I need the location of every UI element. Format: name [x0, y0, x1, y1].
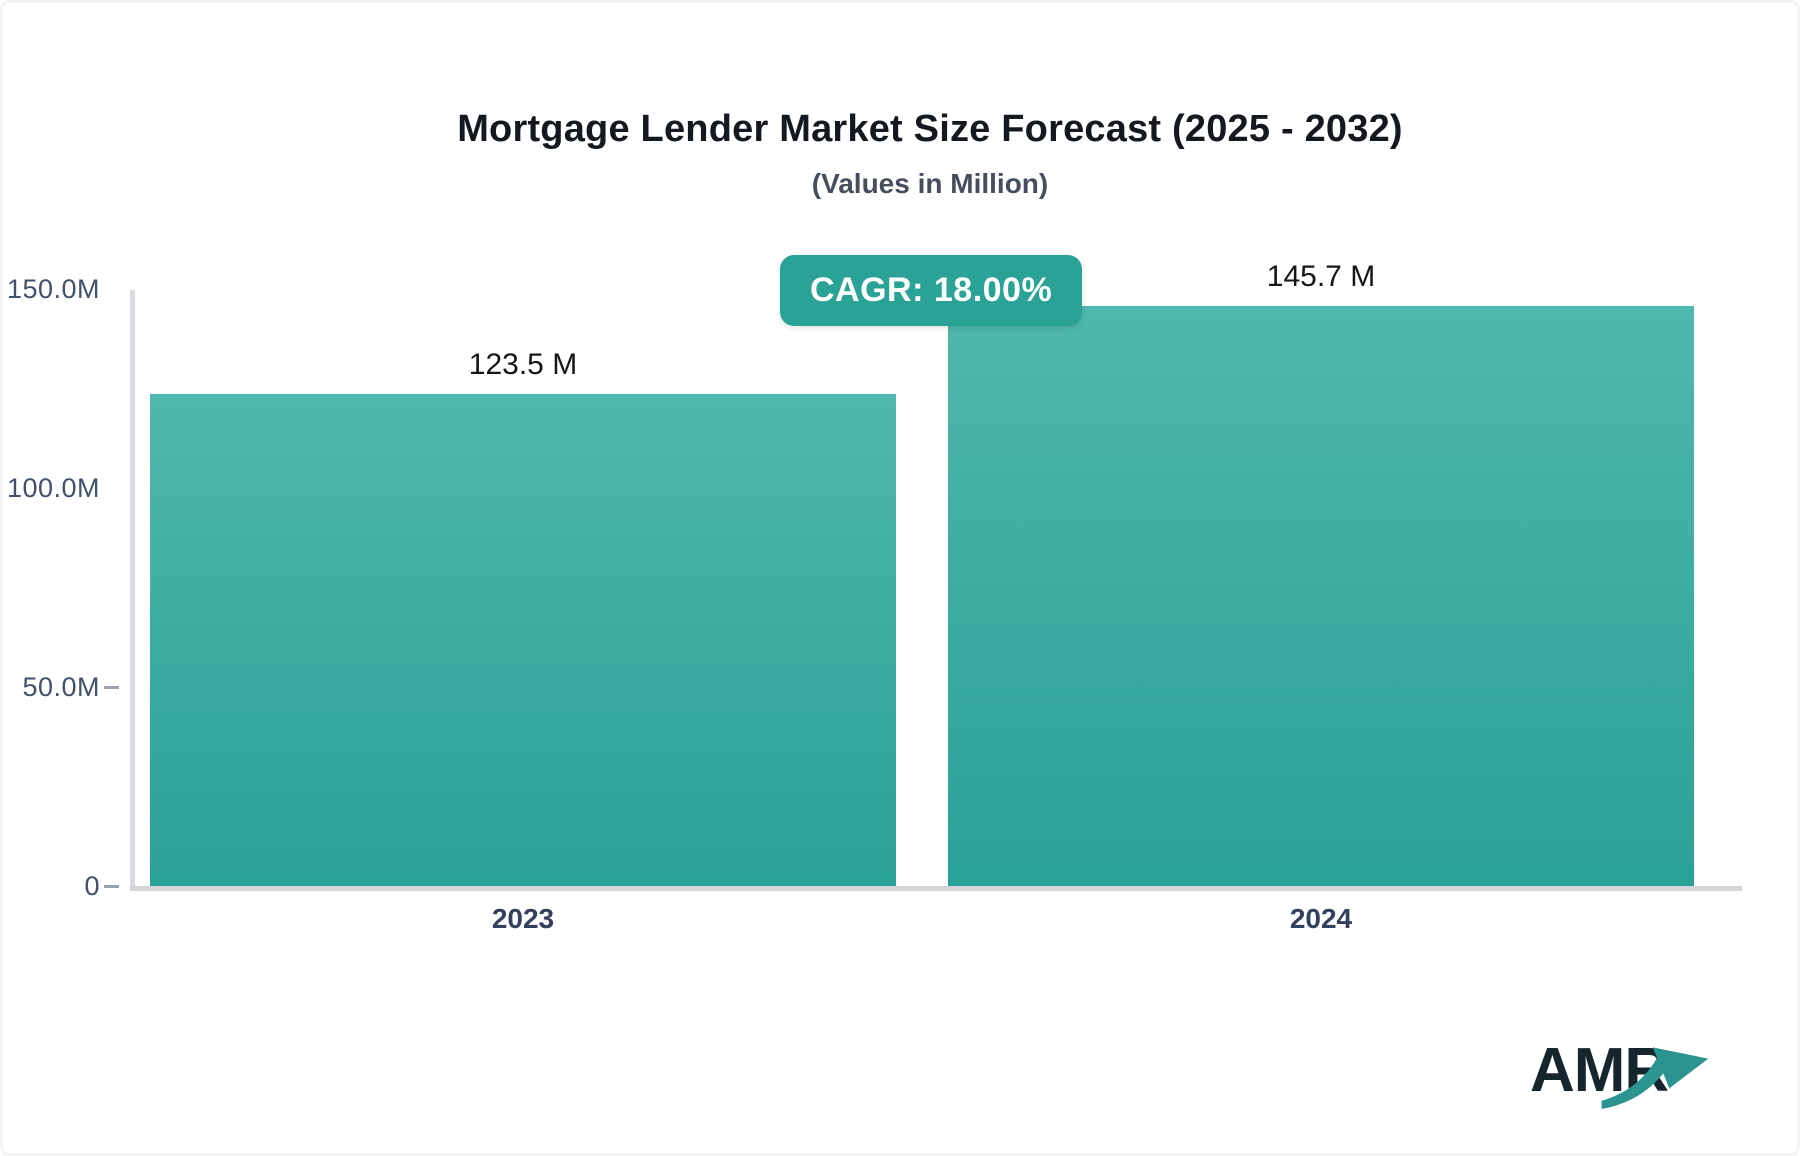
- y-tick-label-100.0M: 100.0M: [6, 473, 100, 503]
- cagr-badge: CAGR: 18.00%: [780, 255, 1083, 326]
- chart-subtitle: (Values in Million): [811, 168, 1049, 199]
- bar-2023: [150, 394, 896, 886]
- chart-title: Mortgage Lender Market Size Forecast (20…: [457, 108, 1403, 150]
- amr-logo: AMR: [1520, 1025, 1770, 1140]
- x-axis-label-2023: 2023: [491, 903, 555, 934]
- growth-arrow-icon: [1601, 1047, 1709, 1109]
- bar-2024: [948, 306, 1694, 886]
- y-tick-dash: [104, 686, 119, 689]
- y-tick-label-150.0M: 150.0M: [6, 274, 100, 304]
- amr-logo-text: AMR: [1530, 1036, 1669, 1105]
- bar-value-label-2023: 123.5 M: [468, 348, 578, 381]
- y-tick-label-0: 0: [84, 871, 100, 901]
- y-tick-dash: [104, 885, 119, 888]
- x-axis-label-2024: 2024: [1289, 903, 1353, 934]
- bar-value-label-2024: 145.7 M: [1266, 260, 1376, 293]
- y-axis-line: [130, 290, 135, 887]
- y-tick-label-50.0M: 50.0M: [22, 672, 100, 702]
- x-axis-line: [130, 886, 1742, 891]
